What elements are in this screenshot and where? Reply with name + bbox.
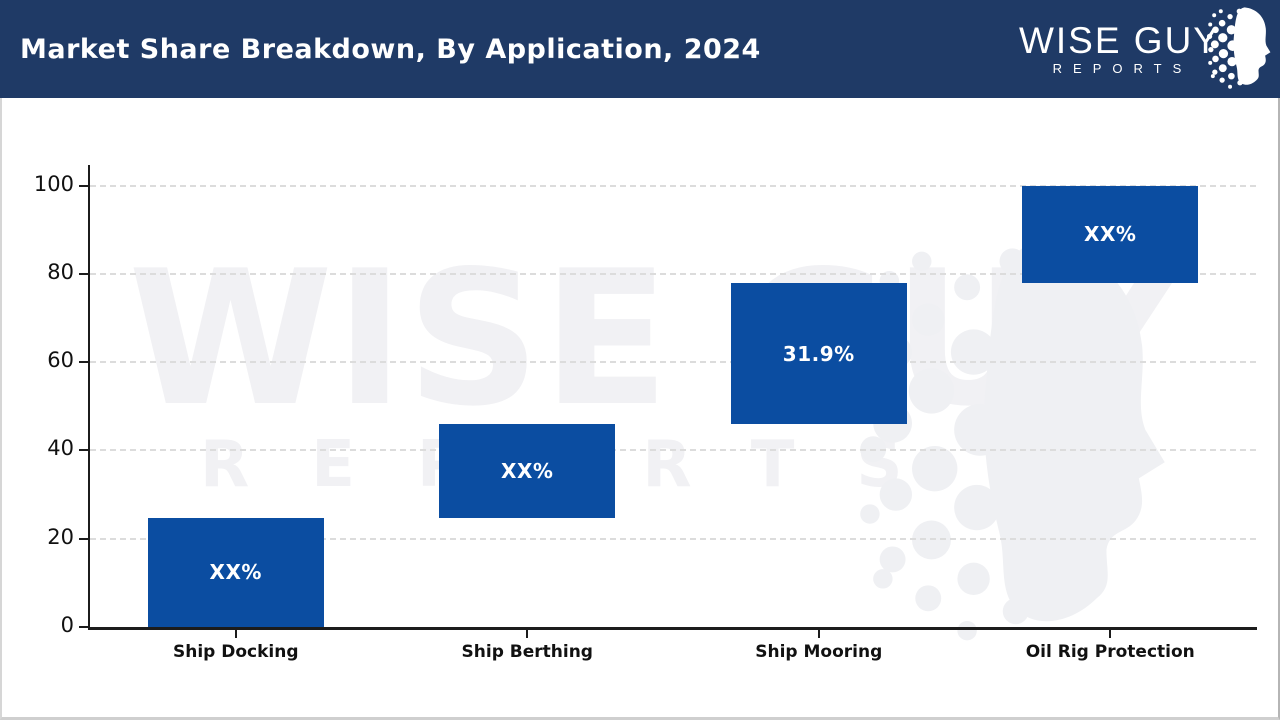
x-tick-ship-docking bbox=[234, 630, 237, 638]
y-tick-label-60: 60 bbox=[47, 348, 74, 373]
y-tick-20 bbox=[79, 537, 88, 540]
gridline-100 bbox=[90, 184, 1256, 187]
bar-ship-mooring: 31.9% bbox=[730, 283, 907, 424]
logo-text: WISE GUY REPORTS bbox=[1018, 19, 1220, 77]
bar-value-label: XX% bbox=[209, 560, 262, 585]
y-tick-label-80: 80 bbox=[47, 259, 74, 284]
gridline-80 bbox=[90, 272, 1256, 275]
y-tick-label-0: 0 bbox=[60, 613, 74, 637]
y-tick-label-40: 40 bbox=[47, 436, 74, 461]
chart-title: Market Share Breakdown, By Application, … bbox=[20, 33, 761, 65]
x-category-label-ship-mooring: Ship Mooring bbox=[755, 642, 883, 662]
y-tick-label-20: 20 bbox=[47, 524, 74, 549]
wise-guy-logo: WISE GUY REPORTS bbox=[1019, 6, 1272, 92]
bar-oil-rig-protection: XX% bbox=[1022, 185, 1199, 284]
bar-ship-docking: XX% bbox=[147, 517, 324, 627]
logo-tagline: REPORTS bbox=[1052, 61, 1193, 77]
y-tick-80 bbox=[79, 272, 88, 275]
plot-area: 0 20 40 60 80 100 XX% Ship Docking XX% Ship Berth… bbox=[34, 165, 1257, 662]
bar-ship-berthing: XX% bbox=[439, 423, 616, 518]
x-category-label-oil-rig-protection: Oil Rig Protection bbox=[1025, 642, 1195, 662]
x-tick-oil-rig-protection bbox=[1109, 630, 1112, 638]
logo-head-icon bbox=[1204, 6, 1272, 92]
bar-value-label: XX% bbox=[1084, 222, 1137, 247]
gridline-20 bbox=[90, 537, 1256, 540]
y-tick-40 bbox=[79, 449, 88, 452]
x-tick-ship-mooring bbox=[817, 630, 820, 638]
x-category-label-ship-berthing: Ship Berthing bbox=[461, 642, 593, 662]
x-tick-ship-berthing bbox=[526, 630, 529, 638]
x-axis-spine bbox=[88, 627, 1257, 630]
y-axis-spine bbox=[88, 165, 90, 630]
bar-value-label: XX% bbox=[501, 458, 554, 483]
y-tick-60 bbox=[79, 361, 88, 364]
header-bar: Market Share Breakdown, By Application, … bbox=[0, 0, 1280, 98]
y-tick-0 bbox=[79, 626, 88, 628]
x-category-label-ship-docking: Ship Docking bbox=[172, 642, 299, 662]
logo-name: WISE GUY bbox=[1018, 19, 1220, 61]
gridline-40 bbox=[90, 449, 1256, 452]
gridline-60 bbox=[90, 361, 1256, 364]
y-tick-label-100: 100 bbox=[33, 171, 74, 196]
bar-value-label: 31.9% bbox=[782, 341, 855, 366]
y-tick-100 bbox=[79, 184, 88, 187]
